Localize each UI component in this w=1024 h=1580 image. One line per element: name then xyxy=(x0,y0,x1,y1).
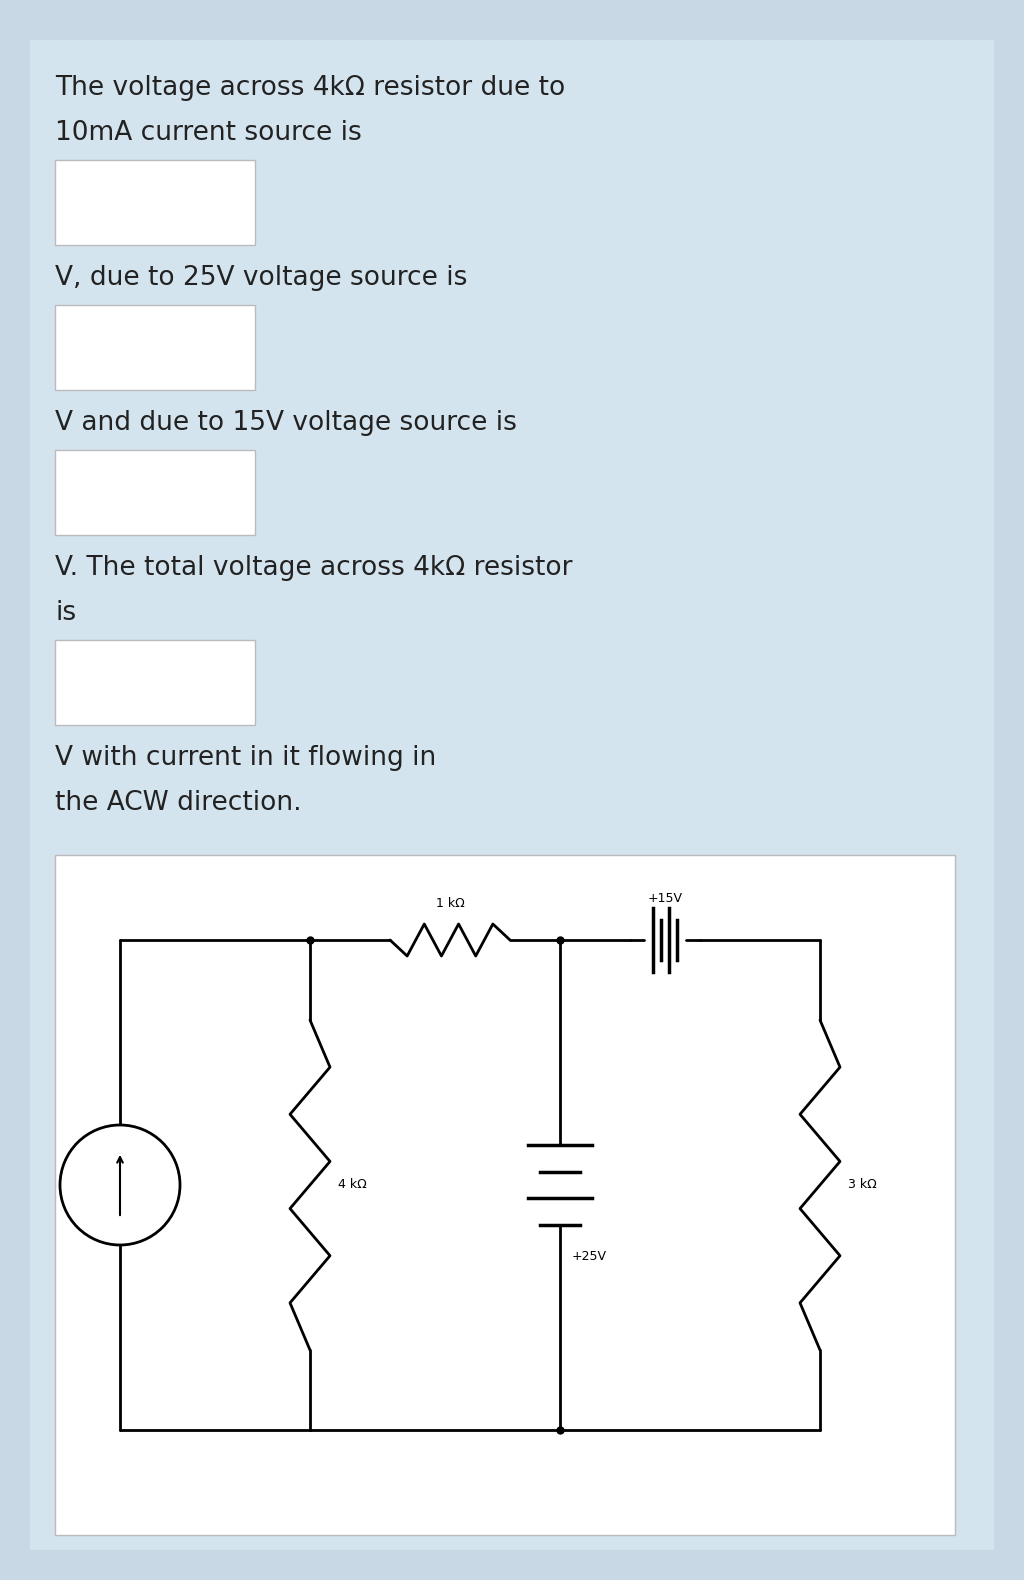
Text: 4 kΩ: 4 kΩ xyxy=(338,1179,367,1191)
Text: 10mA current source is: 10mA current source is xyxy=(55,120,361,145)
Bar xyxy=(55,160,255,245)
Text: +25V: +25V xyxy=(572,1250,607,1262)
Text: The voltage across 4kΩ resistor due to: The voltage across 4kΩ resistor due to xyxy=(55,74,565,101)
Text: V. The total voltage across 4kΩ resistor: V. The total voltage across 4kΩ resistor xyxy=(55,555,572,581)
Bar xyxy=(55,640,255,725)
Bar xyxy=(55,855,955,1536)
Bar xyxy=(55,305,255,390)
Text: 1 kΩ: 1 kΩ xyxy=(435,897,464,910)
Text: the ACW direction.: the ACW direction. xyxy=(55,790,302,815)
Text: V and due to 15V voltage source is: V and due to 15V voltage source is xyxy=(55,409,517,436)
Text: +15V: +15V xyxy=(647,893,683,905)
Bar xyxy=(55,450,255,536)
Text: is: is xyxy=(55,600,76,626)
Text: V, due to 25V voltage source is: V, due to 25V voltage source is xyxy=(55,265,467,291)
Text: V with current in it flowing in: V with current in it flowing in xyxy=(55,746,436,771)
Circle shape xyxy=(60,1125,180,1245)
Text: 3 kΩ: 3 kΩ xyxy=(848,1179,877,1191)
